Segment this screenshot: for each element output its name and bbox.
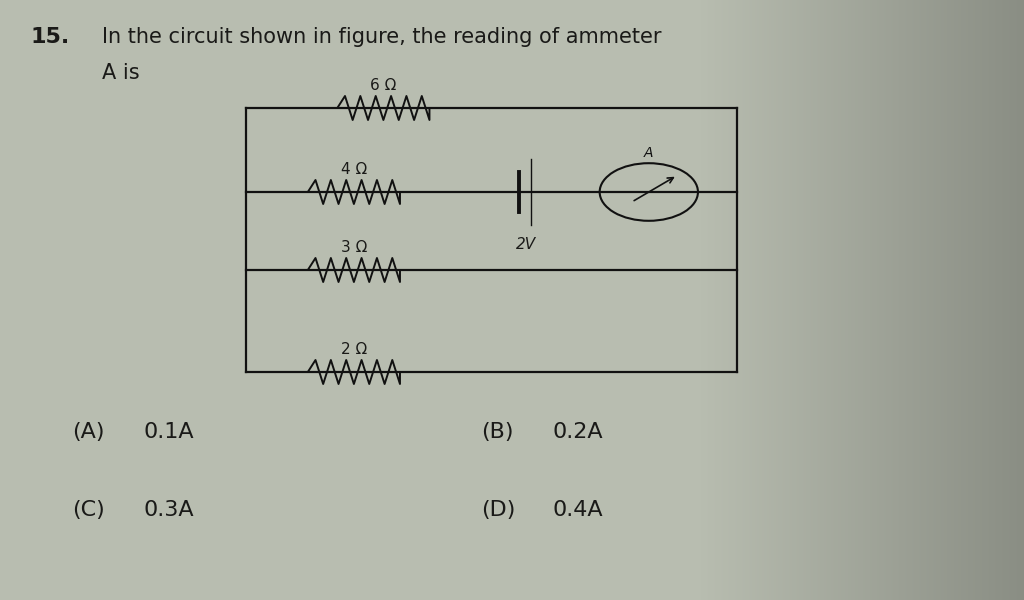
Text: 0.3A: 0.3A: [143, 500, 194, 520]
Text: 0.2A: 0.2A: [553, 422, 603, 442]
Text: 15.: 15.: [31, 27, 70, 47]
Text: (A): (A): [72, 422, 104, 442]
Text: 0.4A: 0.4A: [553, 500, 603, 520]
Text: A is: A is: [102, 63, 140, 83]
Text: A: A: [644, 146, 653, 160]
Text: 2 Ω: 2 Ω: [341, 342, 367, 357]
Text: 0.1A: 0.1A: [143, 422, 194, 442]
Text: 6 Ω: 6 Ω: [371, 78, 396, 93]
Text: In the circuit shown in figure, the reading of ammeter: In the circuit shown in figure, the read…: [102, 27, 662, 47]
Text: 2V: 2V: [516, 237, 536, 252]
Text: (B): (B): [481, 422, 514, 442]
Text: 3 Ω: 3 Ω: [341, 240, 367, 255]
Text: (D): (D): [481, 500, 516, 520]
Text: (C): (C): [72, 500, 104, 520]
Text: 4 Ω: 4 Ω: [341, 162, 367, 177]
